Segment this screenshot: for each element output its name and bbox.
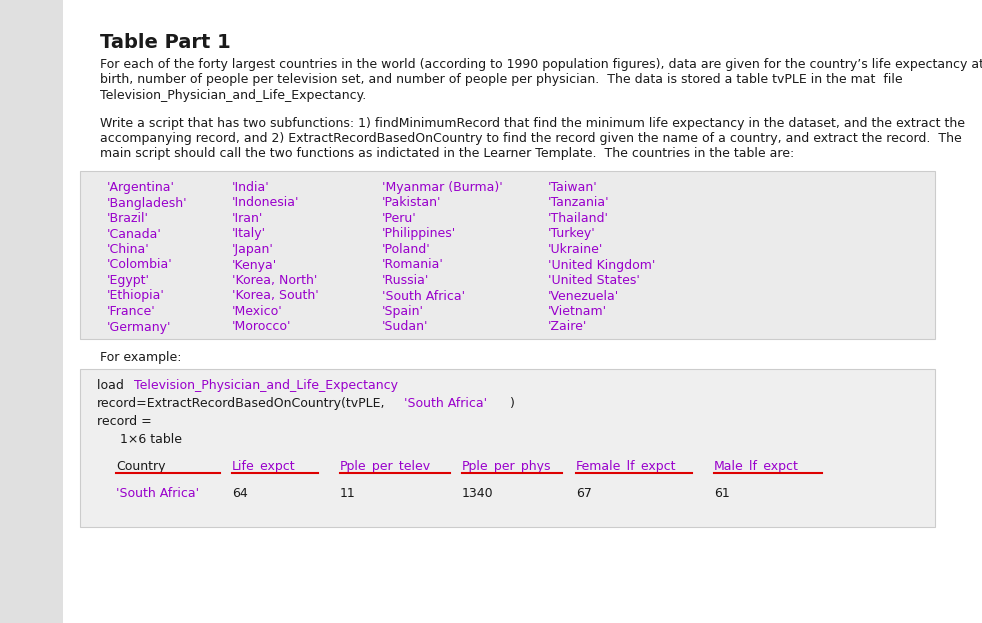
Bar (0, 0, 63, 623)
Text: 'Germany': 'Germany' (107, 320, 172, 333)
Text: Life_expct: Life_expct (232, 460, 296, 473)
Text: 'Taiwan': 'Taiwan' (548, 181, 598, 194)
Text: 'Philippines': 'Philippines' (382, 227, 457, 240)
Text: 'South Africa': 'South Africa' (116, 487, 199, 500)
Text: 'Mexico': 'Mexico' (232, 305, 283, 318)
Text: load: load (97, 379, 128, 392)
Text: main script should call the two functions as indictated in the Learner Template.: main script should call the two function… (100, 148, 794, 161)
Text: Table Part 1: Table Part 1 (100, 33, 231, 52)
Text: Male_lf_expct: Male_lf_expct (714, 460, 799, 473)
Text: 'United States': 'United States' (548, 274, 640, 287)
Text: 'Myanmar (Burma)': 'Myanmar (Burma)' (382, 181, 503, 194)
Text: 'Brazil': 'Brazil' (107, 212, 149, 225)
Text: birth, number of people per television set, and number of people per physician. : birth, number of people per television s… (100, 74, 902, 87)
Text: For example:: For example: (100, 351, 182, 364)
Text: 'South Africa': 'South Africa' (405, 397, 488, 410)
Text: record=ExtractRecordBasedOnCountry(tvPLE,: record=ExtractRecordBasedOnCountry(tvPLE… (97, 397, 386, 410)
Text: 'Romania': 'Romania' (382, 259, 444, 272)
Text: 'Indonesia': 'Indonesia' (232, 196, 300, 209)
Text: 'Peru': 'Peru' (382, 212, 416, 225)
Text: 'Italy': 'Italy' (232, 227, 266, 240)
Text: 'Zaire': 'Zaire' (548, 320, 587, 333)
Bar (80, 171, 935, 339)
Text: Television_Physician_and_Life_Expectancy.: Television_Physician_and_Life_Expectancy… (100, 89, 366, 102)
Bar (80, 369, 935, 527)
Text: 'Canada': 'Canada' (107, 227, 162, 240)
Text: 'Colombia': 'Colombia' (107, 259, 173, 272)
Text: 'Tanzania': 'Tanzania' (548, 196, 610, 209)
Text: 1×6 table: 1×6 table (112, 433, 182, 446)
Text: 'France': 'France' (107, 305, 156, 318)
Text: 'Pakistan': 'Pakistan' (382, 196, 442, 209)
Text: 'Spain': 'Spain' (382, 305, 424, 318)
Text: 'Japan': 'Japan' (232, 243, 274, 256)
Text: Female_lf_expct: Female_lf_expct (576, 460, 677, 473)
Text: 'Venezuela': 'Venezuela' (548, 290, 620, 303)
Text: 'Morocco': 'Morocco' (232, 320, 292, 333)
Text: For each of the forty largest countries in the world (according to 1990 populati: For each of the forty largest countries … (100, 58, 982, 71)
Text: 'Russia': 'Russia' (382, 274, 429, 287)
Text: 'Thailand': 'Thailand' (548, 212, 609, 225)
Text: 'Korea, South': 'Korea, South' (232, 290, 319, 303)
Text: ): ) (510, 397, 515, 410)
Text: 67: 67 (576, 487, 592, 500)
Text: Pple_per_telev: Pple_per_telev (340, 460, 431, 473)
Text: Pple_per_phys: Pple_per_phys (462, 460, 552, 473)
Text: 'Korea, North': 'Korea, North' (232, 274, 317, 287)
Text: 'Turkey': 'Turkey' (548, 227, 596, 240)
Text: Television_Physician_and_Life_Expectancy: Television_Physician_and_Life_Expectancy (135, 379, 399, 392)
Text: 61: 61 (714, 487, 730, 500)
Text: accompanying record, and 2) ExtractRecordBasedOnCountry to find the record given: accompanying record, and 2) ExtractRecor… (100, 132, 961, 145)
Text: 64: 64 (232, 487, 247, 500)
Text: 'Sudan': 'Sudan' (382, 320, 428, 333)
Text: Country: Country (116, 460, 166, 473)
Text: record =: record = (97, 415, 152, 428)
Text: 'Argentina': 'Argentina' (107, 181, 175, 194)
Text: 'Bangladesh': 'Bangladesh' (107, 196, 188, 209)
Text: 'United Kingdom': 'United Kingdom' (548, 259, 655, 272)
Text: 'Iran': 'Iran' (232, 212, 263, 225)
Text: 11: 11 (340, 487, 355, 500)
Text: 'Ukraine': 'Ukraine' (548, 243, 603, 256)
Text: 'India': 'India' (232, 181, 270, 194)
Text: 'Egypt': 'Egypt' (107, 274, 150, 287)
Text: 'Kenya': 'Kenya' (232, 259, 277, 272)
Text: 'China': 'China' (107, 243, 149, 256)
Text: Write a script that has two subfunctions: 1) findMinimumRecord that find the min: Write a script that has two subfunctions… (100, 117, 965, 130)
Text: 'Vietnam': 'Vietnam' (548, 305, 607, 318)
Text: 'Ethiopia': 'Ethiopia' (107, 290, 165, 303)
Text: 'South Africa': 'South Africa' (382, 290, 465, 303)
Text: 1340: 1340 (462, 487, 494, 500)
Text: 'Poland': 'Poland' (382, 243, 431, 256)
